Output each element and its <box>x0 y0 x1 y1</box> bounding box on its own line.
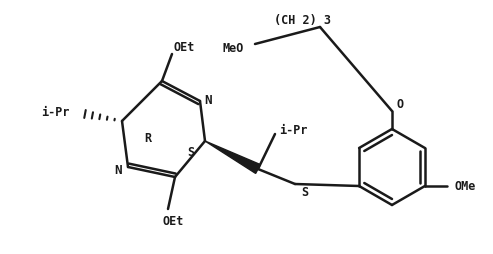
Polygon shape <box>205 141 260 174</box>
Text: R: R <box>144 131 151 144</box>
Text: N: N <box>204 93 212 106</box>
Text: (CH 2) 3: (CH 2) 3 <box>274 13 330 26</box>
Text: OEt: OEt <box>174 40 195 53</box>
Text: S: S <box>301 186 309 199</box>
Text: i-Pr: i-Pr <box>41 105 69 118</box>
Text: N: N <box>114 164 122 177</box>
Text: OEt: OEt <box>162 215 184 228</box>
Text: MeO: MeO <box>222 41 244 54</box>
Text: O: O <box>396 97 404 110</box>
Text: S: S <box>187 145 195 158</box>
Text: OMe: OMe <box>454 180 476 193</box>
Text: i-Pr: i-Pr <box>279 123 307 136</box>
